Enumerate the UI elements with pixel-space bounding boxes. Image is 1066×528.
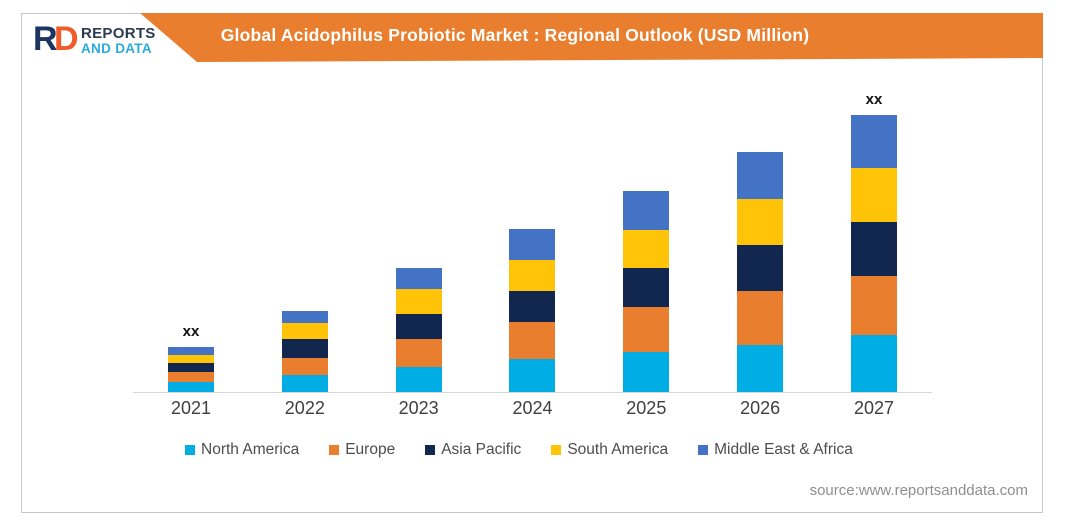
bar-segment-middle-east-africa-2022: [281, 311, 328, 323]
logo: R D REPORTS AND DATA: [33, 20, 156, 58]
bar-segment-europe-2027: [850, 276, 897, 335]
header-banner: [140, 13, 1043, 62]
logo-rd-mark-icon: R D: [33, 20, 79, 58]
bar-segment-asia-pacific-2025: [623, 268, 670, 307]
legend-label: Europe: [345, 441, 396, 458]
bar-segment-north-america-2023: [395, 367, 442, 392]
bar-segment-europe-2026: [737, 291, 784, 345]
bar-segment-middle-east-africa-2027: [850, 115, 897, 168]
bar-segment-europe-2024: [509, 322, 556, 359]
bar-segment-asia-pacific-2021: [168, 363, 214, 372]
bar-segment-europe-2025: [623, 307, 670, 352]
bar-segment-south-america-2027: [850, 168, 897, 222]
bar-segment-middle-east-africa-2026: [737, 152, 784, 199]
legend-label: North America: [201, 441, 300, 458]
legend-item-north-america: North America: [185, 441, 299, 459]
logo-text-reports: REPORTS: [81, 25, 156, 43]
bar-segment-south-america-2022: [281, 323, 328, 339]
logo-letter-d: D: [54, 20, 79, 58]
x-axis-label-2021: 2021: [170, 398, 212, 418]
bar-segment-south-america-2024: [509, 260, 556, 291]
bar-segment-north-america-2022: [281, 375, 328, 392]
bar-segment-south-america-2023: [395, 289, 442, 314]
bar-segment-middle-east-africa-2021: [168, 347, 214, 355]
bar-segment-middle-east-africa-2024: [509, 229, 556, 260]
bar-segment-north-america-2025: [623, 352, 670, 392]
bar-segment-asia-pacific-2022: [281, 339, 328, 358]
x-axis-label-2026: 2026: [740, 398, 781, 418]
bar-segment-south-america-2021: [168, 355, 214, 363]
logo-letter-r: R: [33, 20, 58, 58]
bar-segment-south-america-2026: [737, 199, 784, 245]
x-axis-label-2027: 2027: [853, 398, 894, 418]
x-axis-label-2023: 2023: [398, 398, 439, 418]
bar-segment-europe-2022: [281, 358, 328, 375]
bar-segment-asia-pacific-2026: [737, 245, 784, 291]
legend-item-asia-pacific: Asia Pacific: [425, 441, 521, 459]
legend-label: Asia Pacific: [441, 441, 522, 458]
legend-item-south-america: South America: [551, 441, 668, 459]
bar-segment-north-america-2024: [509, 359, 556, 392]
legend-item-middle-east-africa: Middle East & Africa: [698, 441, 853, 459]
x-axis-label-2022: 2022: [284, 398, 325, 418]
legend-swatch-icon: [185, 445, 195, 455]
source-note: source:www.reportsanddata.com: [809, 482, 1028, 499]
bar-segment-north-america-2021: [168, 382, 214, 392]
total-value-label-2021: xx: [182, 323, 200, 340]
x-axis-label-2025: 2025: [626, 398, 667, 418]
total-value-label-2027: xx: [865, 91, 883, 108]
bar-segment-europe-2023: [395, 339, 442, 367]
bar-segment-south-america-2025: [623, 230, 670, 268]
bar-segment-north-america-2027: [850, 335, 897, 392]
legend-swatch-icon: [329, 445, 340, 455]
chart-title: Global Acidophilus Probiotic Market : Re…: [220, 25, 810, 45]
bar-segment-north-america-2026: [737, 345, 784, 392]
legend-swatch-icon: [551, 445, 562, 455]
legend: North America Europe Asia Pacific South Ame…: [185, 441, 853, 459]
bar-segment-asia-pacific-2023: [395, 314, 442, 339]
legend-item-europe: Europe: [329, 441, 395, 459]
legend-label: South America: [567, 441, 669, 458]
x-axis-label-2024: 2024: [512, 398, 553, 418]
logo-text: REPORTS AND DATA: [81, 26, 156, 55]
bar-segment-middle-east-africa-2025: [623, 191, 670, 230]
legend-label: Middle East & Africa: [714, 441, 853, 458]
bar-segment-middle-east-africa-2023: [395, 268, 442, 289]
bar-segment-europe-2021: [168, 372, 214, 382]
bar-segment-asia-pacific-2024: [509, 291, 556, 322]
legend-swatch-icon: [698, 445, 709, 455]
x-axis-line: [133, 392, 932, 393]
logo-text-and-data: AND DATA: [81, 40, 152, 56]
legend-swatch-icon: [425, 445, 436, 455]
bar-segment-asia-pacific-2027: [850, 222, 897, 276]
